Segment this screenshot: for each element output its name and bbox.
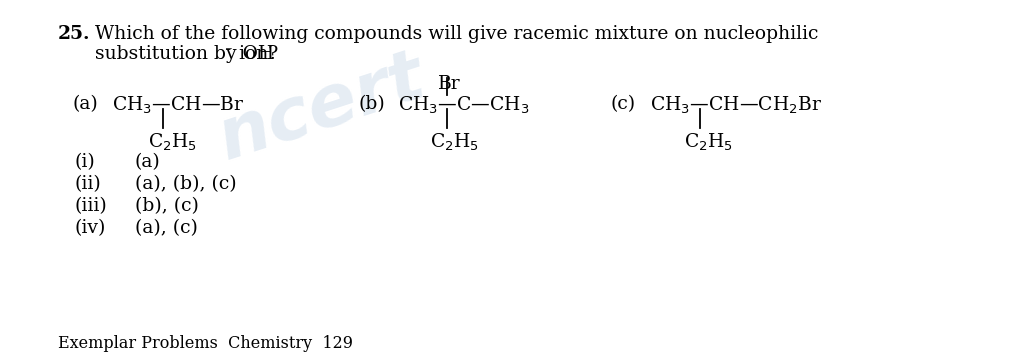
Text: (a): (a) (135, 153, 161, 171)
Text: ion?: ion? (233, 45, 279, 63)
Text: ⁻: ⁻ (224, 46, 231, 60)
Text: (i): (i) (75, 153, 96, 171)
Text: Br: Br (438, 75, 461, 93)
Text: (a), (b), (c): (a), (b), (c) (135, 175, 237, 193)
Text: CH$_3$—CH—Br: CH$_3$—CH—Br (112, 95, 245, 116)
Text: (b), (c): (b), (c) (135, 197, 199, 215)
Text: CH$_3$—CH—CH$_2$Br: CH$_3$—CH—CH$_2$Br (650, 95, 822, 116)
Text: (b): (b) (358, 95, 385, 113)
Text: Which of the following compounds will give racemic mixture on nucleophilic: Which of the following compounds will gi… (95, 25, 818, 43)
Text: (iv): (iv) (75, 219, 106, 237)
Text: 25.: 25. (58, 25, 90, 43)
Text: C$_2$H$_5$: C$_2$H$_5$ (148, 132, 197, 153)
Text: substitution by OH: substitution by OH (95, 45, 274, 63)
Text: (a): (a) (72, 95, 97, 113)
Text: C$_2$H$_5$: C$_2$H$_5$ (684, 132, 733, 153)
Text: (iii): (iii) (75, 197, 108, 215)
Text: (c): (c) (610, 95, 635, 113)
Text: C$_2$H$_5$: C$_2$H$_5$ (430, 132, 479, 153)
Text: (ii): (ii) (75, 175, 101, 193)
Text: ncert: ncert (210, 43, 434, 175)
Text: CH$_3$—C—CH$_3$: CH$_3$—C—CH$_3$ (398, 95, 529, 116)
Text: Exemplar Problems  Chemistry  129: Exemplar Problems Chemistry 129 (58, 335, 353, 352)
Text: (a), (c): (a), (c) (135, 219, 198, 237)
